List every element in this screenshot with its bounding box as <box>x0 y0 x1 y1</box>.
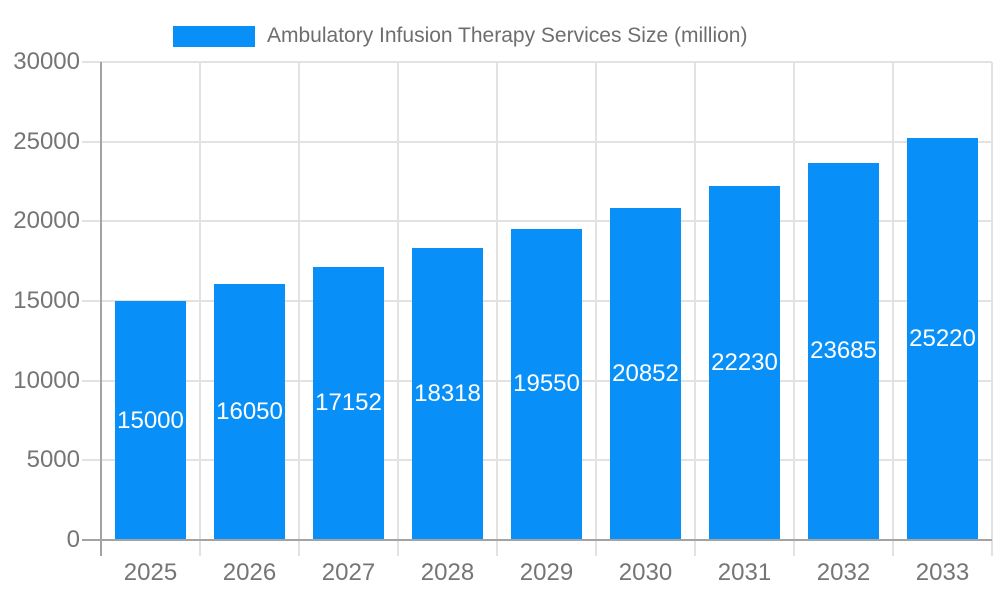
x-tick-label: 2025 <box>123 559 178 586</box>
bar-value-label: 17152 <box>315 389 382 417</box>
gridline-horizontal <box>82 61 992 63</box>
x-tick-label: 2033 <box>915 559 970 586</box>
x-tick-label: 2029 <box>519 559 574 586</box>
y-tick-label: 15000 <box>13 287 80 314</box>
gridline-horizontal <box>82 140 992 143</box>
x-tick-label: 2030 <box>618 559 673 586</box>
bar[interactable] <box>907 138 978 540</box>
y-axis-line <box>100 62 102 556</box>
bar-value-label: 15000 <box>117 406 184 434</box>
y-tick-label: 25000 <box>13 127 80 155</box>
gridline-vertical <box>694 62 696 556</box>
bar[interactable] <box>610 207 681 540</box>
y-tick-label: 0 <box>66 526 80 553</box>
gridline-vertical <box>397 62 399 556</box>
x-axis-line <box>82 539 992 541</box>
bar[interactable] <box>115 301 186 540</box>
bar-value-label: 18318 <box>414 380 481 408</box>
x-tick-label: 2031 <box>717 559 772 586</box>
bar[interactable] <box>808 162 879 540</box>
gridline-vertical <box>991 62 993 556</box>
y-tick-label: 10000 <box>13 366 80 394</box>
legend-label: Ambulatory Infusion Therapy Services Siz… <box>267 24 748 47</box>
y-tick-label: 20000 <box>13 207 80 235</box>
bar-value-label: 23685 <box>810 337 877 365</box>
bar[interactable] <box>313 266 384 540</box>
gridline-vertical <box>793 62 795 556</box>
legend-swatch <box>173 25 255 47</box>
x-tick-label: 2027 <box>321 559 376 586</box>
x-tick-label: 2026 <box>222 559 277 586</box>
bar[interactable] <box>412 248 483 540</box>
gridline-vertical <box>892 62 894 556</box>
y-tick-label: 5000 <box>26 446 80 474</box>
gridline-horizontal <box>82 220 992 223</box>
chart-legend[interactable]: Ambulatory Infusion Therapy Services Siz… <box>173 24 747 48</box>
bar-value-label: 20852 <box>612 359 679 387</box>
x-tick-label: 2032 <box>816 559 871 586</box>
bar-value-label: 22230 <box>711 348 778 376</box>
gridline-vertical <box>595 62 597 556</box>
bar[interactable] <box>214 284 285 540</box>
gridline-vertical <box>298 62 300 556</box>
bar-value-label: 19550 <box>513 370 580 398</box>
y-tick-label: 30000 <box>13 48 80 75</box>
bar[interactable] <box>511 228 582 540</box>
bar[interactable] <box>709 185 780 540</box>
bar-value-label: 16050 <box>216 398 283 426</box>
bar-value-label: 25220 <box>909 325 976 353</box>
gridline-vertical <box>199 62 201 556</box>
gridline-vertical <box>496 62 498 556</box>
x-tick-label: 2028 <box>420 559 475 586</box>
